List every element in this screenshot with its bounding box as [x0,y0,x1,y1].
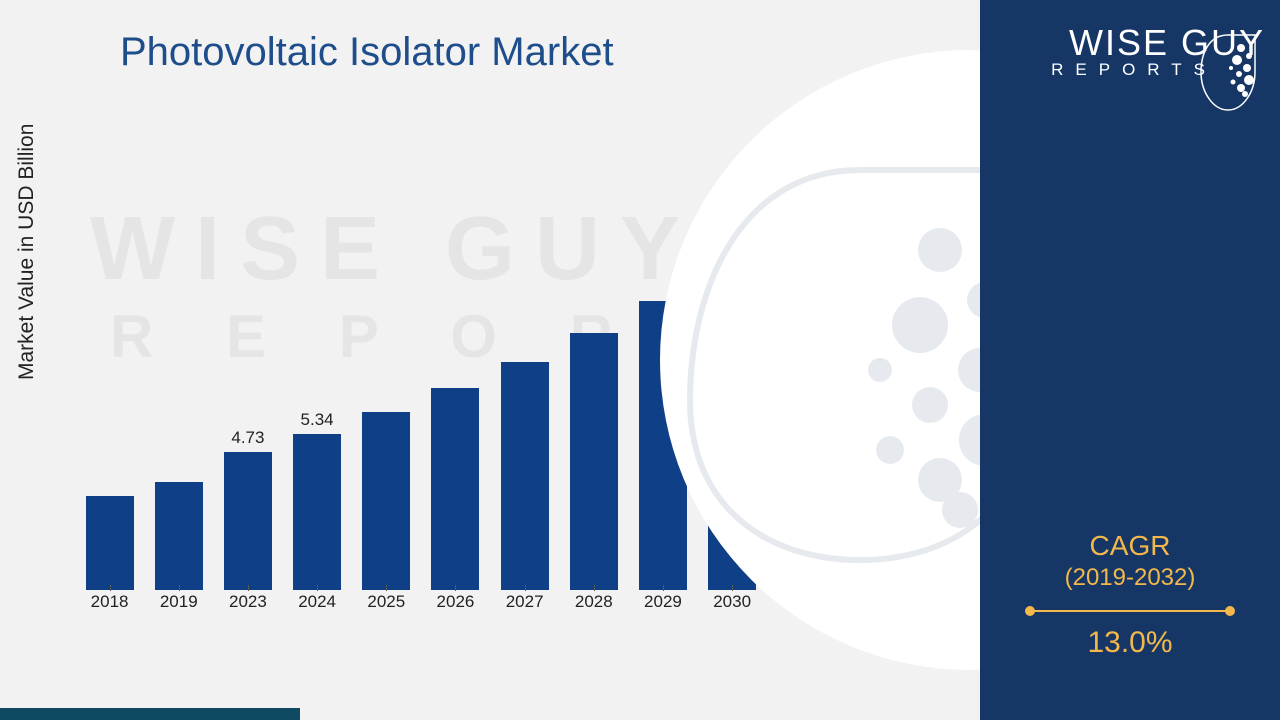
sidebar: WISE GUY REPORTS CAGR (2019-2032) 13.0% [980,0,1280,720]
cagr-block: CAGR (2019-2032) 13.0% [980,530,1280,660]
x-tick [317,585,318,591]
x-axis-label: 2025 [352,592,421,612]
logo: WISE GUY REPORTS [995,22,1265,80]
x-axis-label: 2028 [559,592,628,612]
x-axis-label: 2023 [213,592,282,612]
bar-slot [559,160,628,590]
x-tick [594,585,595,591]
x-tick [525,585,526,591]
logo-head-icon [1193,30,1263,115]
bar-slot [144,160,213,590]
cagr-period: (2019-2032) [980,564,1280,592]
x-axis-label: 2029 [628,592,697,612]
x-axis-label: 2030 [698,592,767,612]
x-tick [386,585,387,591]
bar [362,412,410,590]
x-axis-label: 2018 [75,592,144,612]
x-tick [248,585,249,591]
bar [293,434,341,590]
x-tick [110,585,111,591]
bottom-accent-bar [0,708,300,720]
x-tick [663,585,664,591]
x-axis-label: 2026 [421,592,490,612]
cagr-title: CAGR [980,530,1280,562]
bar-slot [490,160,559,590]
x-tick [179,585,180,591]
bar [570,333,618,590]
chart-title: Photovoltaic Isolator Market [120,30,614,75]
bar-slot [421,160,490,590]
x-axis-label: 2024 [283,592,352,612]
x-tick [455,585,456,591]
bar-value-label: 5.34 [301,410,334,430]
x-axis-label: 2019 [144,592,213,612]
bar-slot: 4.73 [213,160,282,590]
bar-slot: 5.34 [283,160,352,590]
cagr-value: 13.0% [980,626,1280,660]
bar [224,452,272,590]
x-axis-label: 2027 [490,592,559,612]
cagr-divider [1030,610,1230,612]
logo-sub-text: REPORTS [995,60,1217,80]
bar [86,496,134,590]
bar [155,482,203,590]
bar [501,362,549,590]
x-tick [732,585,733,591]
bar [431,388,479,590]
bar-value-label: 4.73 [231,428,264,448]
bar-slot [75,160,144,590]
bar-slot [352,160,421,590]
y-axis-label: Market Value in USD Billion [15,124,39,380]
